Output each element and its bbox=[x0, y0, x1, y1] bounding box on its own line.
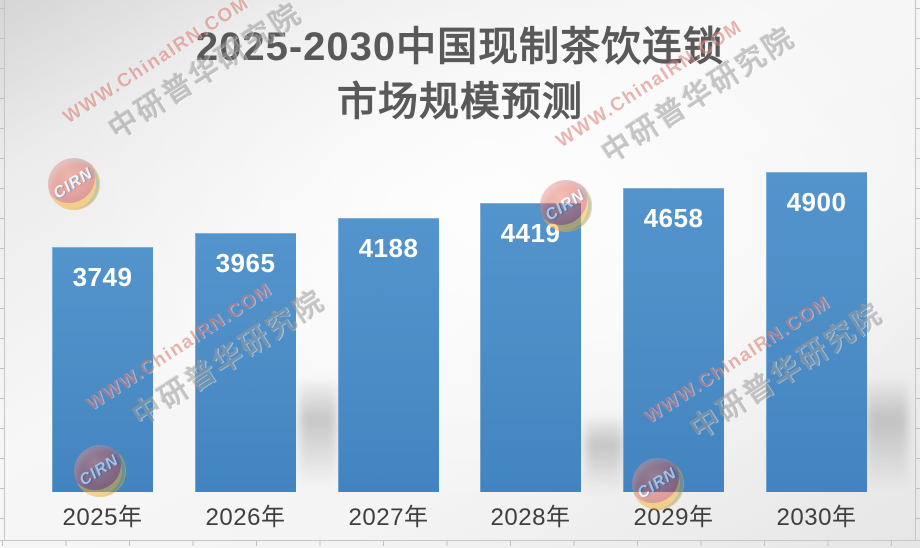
cirn-logo-icon: CIRN bbox=[632, 458, 684, 510]
x-axis-label: 2026年 bbox=[205, 504, 286, 531]
right-axis-ticks bbox=[916, 8, 920, 540]
x-axis-label: 2025年 bbox=[62, 504, 143, 531]
chart-title: 2025-2030中国现制茶饮连锁 市场规模预测 bbox=[0, 20, 920, 130]
cirn-logo-icon: CIRN bbox=[48, 158, 100, 210]
bar-value-label: 4188 bbox=[358, 233, 419, 263]
cirn-logo-icon: CIRN bbox=[74, 445, 126, 497]
bar-value-label: 3965 bbox=[215, 248, 276, 278]
bar-value-label: 3749 bbox=[72, 262, 133, 292]
bottom-axis-ticks bbox=[2, 541, 918, 546]
background-shadow bbox=[866, 382, 908, 490]
bar-value-label: 4900 bbox=[786, 187, 847, 217]
background-shadow bbox=[585, 418, 623, 494]
background-shadow bbox=[299, 382, 337, 487]
bar-2026年: 3965 bbox=[195, 233, 296, 492]
bottom-axis-line bbox=[0, 540, 920, 541]
cirn-logo-icon: CIRN bbox=[540, 180, 592, 232]
bar-2028年: 4419 bbox=[480, 203, 581, 492]
x-axis-label: 2030年 bbox=[776, 504, 857, 531]
chart-title-line2: 市场规模预测 bbox=[337, 80, 583, 124]
x-axis-label: 2028年 bbox=[490, 504, 571, 531]
x-axis-label: 2027年 bbox=[348, 504, 429, 531]
chart-title-line1: 2025-2030中国现制茶饮连锁 bbox=[195, 25, 725, 69]
bar-2029年: 4658 bbox=[623, 188, 724, 492]
x-axis-label: 2029年 bbox=[633, 504, 714, 531]
bar-2027年: 4188 bbox=[338, 218, 439, 492]
left-axis-line bbox=[4, 0, 5, 541]
right-axis-line bbox=[915, 0, 916, 541]
left-axis-ticks bbox=[0, 8, 4, 540]
bar-value-label: 4658 bbox=[643, 203, 704, 233]
bar-2030年: 4900 bbox=[766, 172, 867, 492]
